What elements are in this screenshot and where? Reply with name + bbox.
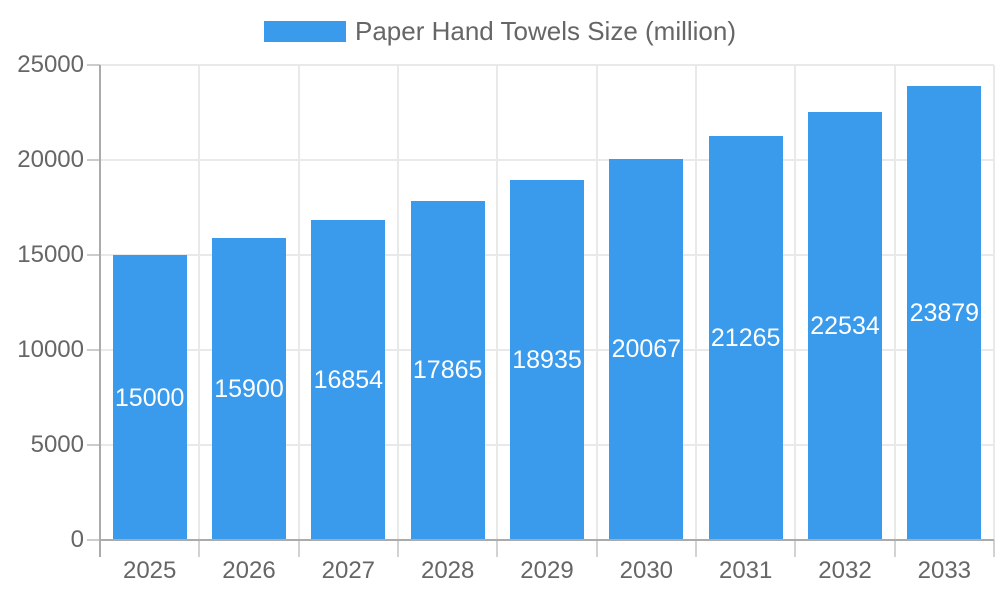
y-tick-mark [87,444,100,446]
x-tick-label: 2028 [420,557,475,584]
x-tick-mark [595,540,598,557]
y-tick-mark [87,254,100,256]
y-tick-mark [87,159,100,161]
bar: 22534 [808,111,882,540]
x-tick-label: 2027 [321,557,376,584]
bar-value-label: 16854 [313,365,384,394]
x-tick-mark [397,540,399,557]
x-tick-label: 2032 [818,557,872,584]
y-tick-label: 0 [70,526,84,553]
v-gridline [893,65,896,540]
v-gridline [595,65,598,540]
v-gridline [993,65,995,540]
bar-value-label: 15000 [114,383,185,412]
bar-value-label: 18935 [512,346,582,375]
bar-value-label: 17865 [412,356,483,385]
x-tick-mark [893,540,896,557]
x-tick-mark [695,540,697,557]
y-tick-label: 25000 [17,51,84,78]
h-gridline [100,64,994,66]
x-tick-label: 2031 [718,557,773,584]
x-tick-label: 2026 [222,557,276,584]
v-gridline [794,65,797,540]
x-tick-mark [794,540,797,557]
y-tick-mark [87,349,100,351]
x-tick-label: 2025 [122,557,177,584]
bar-value-label: 23879 [909,299,980,328]
bar-value-label: 20067 [611,335,682,364]
x-tick-label: 2030 [619,557,674,584]
y-tick-label: 15000 [17,241,84,268]
x-tick-mark [496,540,499,557]
v-gridline [297,65,300,540]
y-tick-mark [87,539,100,541]
bar: 17865 [410,200,485,540]
h-gridline [100,159,994,161]
v-gridline [695,65,697,540]
y-tick-label: 10000 [17,336,84,363]
bar: 20067 [609,158,684,540]
x-tick-mark [198,540,201,557]
bar-value-label: 21265 [710,323,781,352]
bar: 15900 [212,237,286,540]
y-tick-label: 20000 [17,146,84,173]
bar-value-label: 15900 [214,374,284,403]
x-tick-label: 2029 [520,557,574,584]
bar: 15000 [112,255,187,540]
bar: 23879 [907,86,982,540]
y-tick-label: 5000 [30,431,84,458]
y-tick-mark [87,64,100,66]
v-gridline [496,65,499,540]
x-tick-mark [993,540,995,557]
bar: 18935 [510,180,584,540]
y-axis-line [99,65,101,557]
bar-value-label: 22534 [810,311,880,340]
bar: 16854 [311,219,386,540]
x-tick-mark [297,540,300,557]
v-gridline [397,65,399,540]
legend-item[interactable]: Paper Hand Towels Size (million) [263,16,736,46]
legend-label: Paper Hand Towels Size (million) [354,16,736,46]
x-axis-line [99,539,994,541]
bar: 21265 [708,135,783,540]
chart-legend: Paper Hand Towels Size (million) [0,16,1000,46]
legend-swatch [263,20,346,42]
x-tick-label: 2033 [917,557,972,584]
v-gridline [198,65,201,540]
